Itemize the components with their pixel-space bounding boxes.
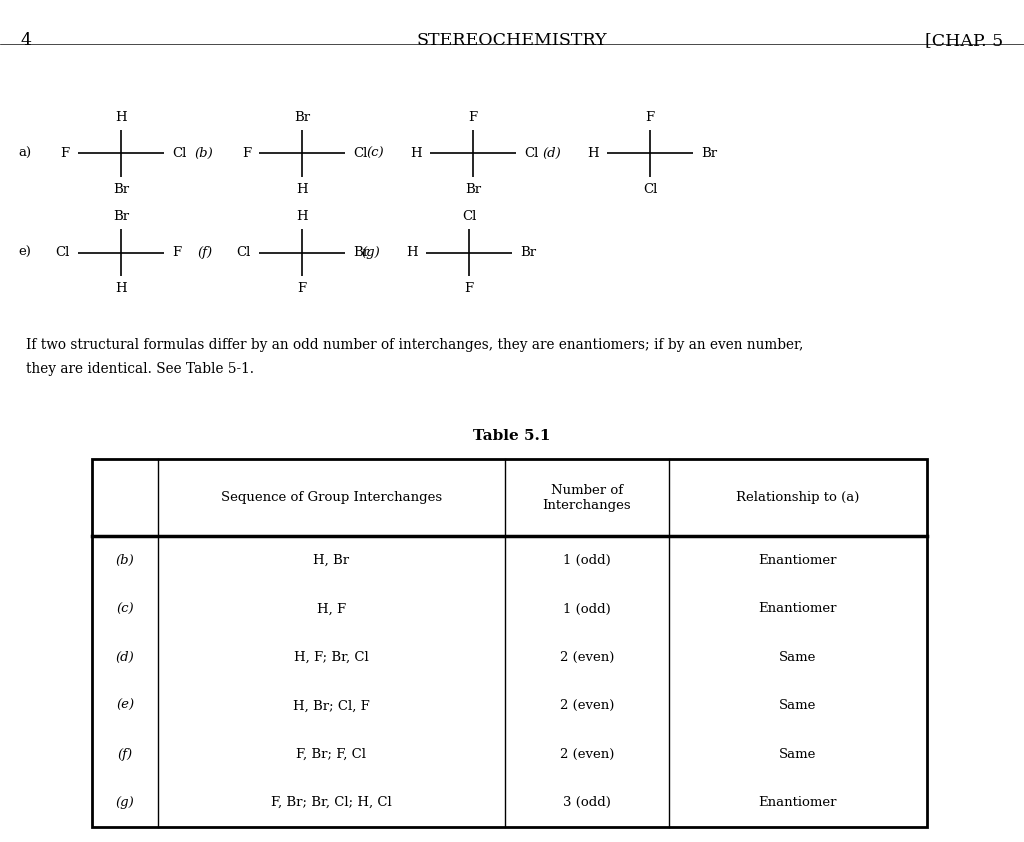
Text: F: F [60,147,70,160]
Text: Table 5.1: Table 5.1 [473,429,551,444]
Text: Same: Same [779,651,816,663]
Text: F: F [646,111,654,124]
Text: 3 (odd): 3 (odd) [563,797,610,809]
Text: F: F [242,147,251,160]
Text: Br: Br [294,111,310,124]
Text: Relationship to (a): Relationship to (a) [736,491,859,504]
Text: Cl: Cl [172,147,186,160]
Text: Br: Br [113,210,129,223]
Text: Br: Br [113,183,129,195]
Text: Enantiomer: Enantiomer [759,554,837,567]
Text: [CHAP. 5: [CHAP. 5 [926,32,1004,49]
Text: Br: Br [520,246,537,259]
Text: F, Br; F, Cl: F, Br; F, Cl [296,748,367,760]
Text: H: H [296,183,308,195]
Text: (c): (c) [116,603,134,616]
Text: (b): (b) [195,147,213,160]
Text: (g): (g) [361,246,380,259]
Bar [92,459,927,827]
Text: Cl: Cl [237,246,251,259]
Text: If two structural formulas differ by an odd number of interchanges, they are ena: If two structural formulas differ by an … [26,338,803,353]
Text: Number of
Interchanges: Number of Interchanges [543,483,631,512]
Text: F: F [469,111,477,124]
Text: 2 (even): 2 (even) [559,748,614,760]
Text: Sequence of Group Interchanges: Sequence of Group Interchanges [221,491,441,504]
Text: Cl: Cl [55,246,70,259]
Text: H: H [115,111,127,124]
Text: F: F [298,282,306,295]
Text: Cl: Cl [643,183,657,195]
Text: H, F: H, F [316,603,346,616]
Text: (f): (f) [118,748,132,760]
Text: Cl: Cl [524,147,539,160]
Text: Cl: Cl [353,147,368,160]
Text: H: H [588,147,599,160]
Text: H, F; Br, Cl: H, F; Br, Cl [294,651,369,663]
Text: Same: Same [779,748,816,760]
Text: F, Br; Br, Cl; H, Cl: F, Br; Br, Cl; H, Cl [271,797,391,809]
Text: 1 (odd): 1 (odd) [563,554,610,567]
Text: e): e) [18,246,32,259]
Text: 1 (odd): 1 (odd) [563,603,610,616]
Text: Br: Br [353,246,370,259]
Text: Cl: Cl [462,210,476,223]
Text: Enantiomer: Enantiomer [759,797,837,809]
Text: (c): (c) [367,147,384,160]
Text: (d): (d) [543,147,561,160]
Text: H, Br: H, Br [313,554,349,567]
Text: H: H [411,147,422,160]
Text: (e): (e) [116,700,134,712]
Text: H: H [407,246,418,259]
Text: H: H [115,282,127,295]
Text: F: F [465,282,473,295]
Text: (f): (f) [198,246,213,259]
Text: 2 (even): 2 (even) [559,700,614,712]
Text: (g): (g) [116,797,134,809]
Text: Same: Same [779,700,816,712]
Text: F: F [172,246,181,259]
Text: STEREOCHEMISTRY: STEREOCHEMISTRY [417,32,607,49]
Text: H: H [296,210,308,223]
Text: (b): (b) [116,554,134,567]
Text: 4: 4 [20,32,32,49]
Text: Enantiomer: Enantiomer [759,603,837,616]
Text: Br: Br [701,147,718,160]
Text: H, Br; Cl, F: H, Br; Cl, F [293,700,370,712]
Text: Br: Br [465,183,481,195]
Text: 2 (even): 2 (even) [559,651,614,663]
Text: they are identical. See Table 5-1.: they are identical. See Table 5-1. [26,362,254,376]
Text: a): a) [18,147,32,160]
Text: (d): (d) [116,651,134,663]
